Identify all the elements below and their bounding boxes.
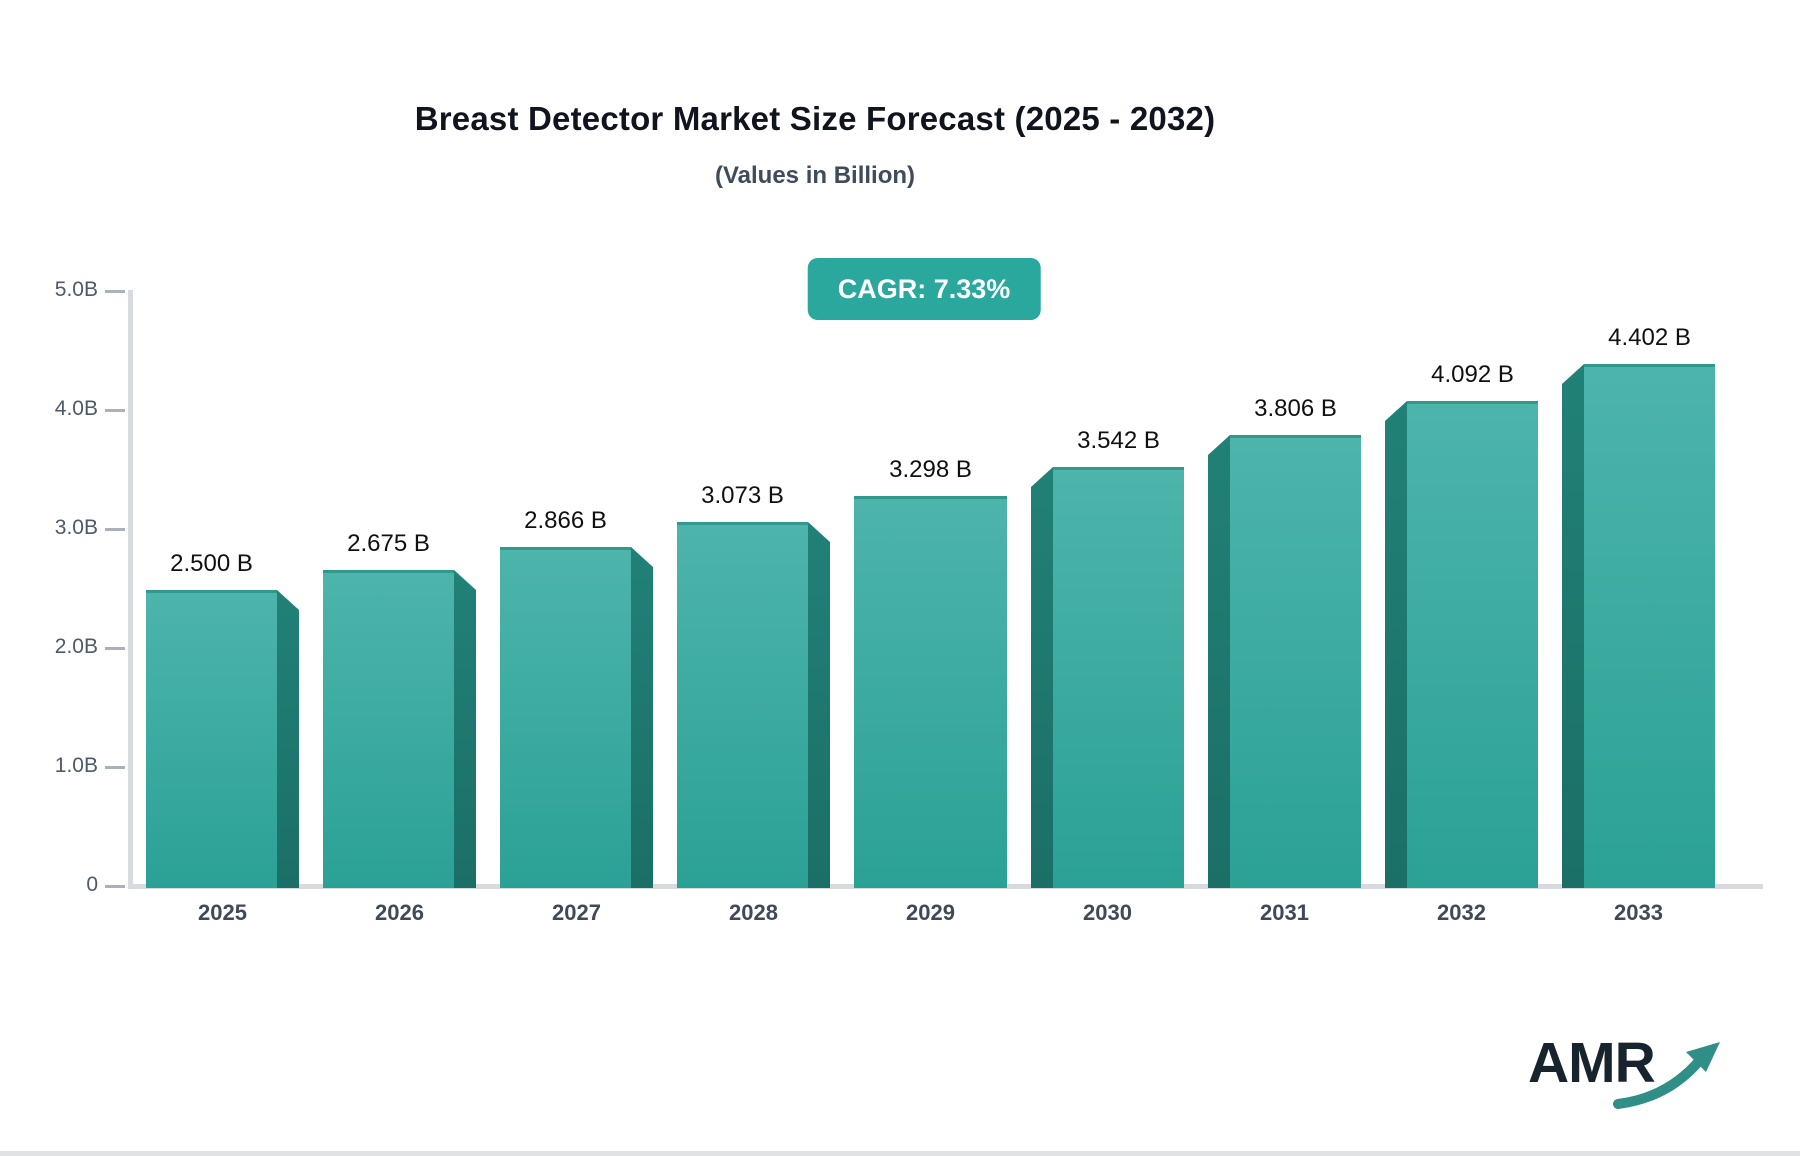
bar-2028 [677, 522, 830, 888]
bar-value-label: 4.402 B [1608, 324, 1691, 351]
bar-side-3d [1562, 364, 1584, 888]
bar-face [1053, 467, 1184, 888]
bar-face [1407, 401, 1538, 888]
x-tick-label: 2030 [1083, 900, 1132, 925]
bar-2029 [854, 496, 1007, 888]
bar-face [677, 522, 808, 888]
y-tick-dash [105, 647, 125, 650]
bar-face [1230, 435, 1361, 888]
bar-face [146, 590, 277, 888]
amr-logo-text: AMR [1528, 1031, 1656, 1095]
bar-2025 [146, 590, 299, 888]
bar-side-3d [1385, 401, 1407, 888]
bar-side-3d [631, 547, 653, 888]
bar-value-label: 3.073 B [701, 482, 784, 509]
x-tick-label: 2028 [729, 900, 778, 925]
page-title: Breast Detector Market Size Forecast (20… [414, 100, 1216, 137]
y-tick-label: 5.0B [54, 278, 98, 301]
y-axis-line [128, 290, 133, 888]
bar-side-3d [277, 590, 299, 888]
bar-side-3d [454, 570, 476, 888]
growth-arrow-icon [1613, 1042, 1720, 1109]
bar-value-label: 3.806 B [1254, 395, 1337, 422]
y-tick-label: 3.0B [54, 516, 98, 539]
page-subtitle: (Values in Billion) [714, 162, 916, 189]
y-tick-label: 1.0B [54, 754, 98, 777]
bar-2032 [1385, 401, 1538, 888]
bar-side-3d [1031, 467, 1053, 888]
y-tick-label: 2.0B [54, 635, 98, 658]
bar-2033 [1562, 364, 1715, 888]
bar-face [1584, 364, 1715, 888]
y-tick-dash [105, 409, 125, 412]
bar-2030 [1031, 467, 1184, 888]
x-tick-label: 2026 [375, 900, 424, 925]
bar-side-3d [1208, 435, 1230, 888]
bar-face [500, 547, 631, 888]
y-tick-dash [105, 290, 125, 293]
bar-face [323, 570, 454, 888]
y-tick-dash [105, 885, 125, 888]
bar-2031 [1208, 435, 1361, 888]
bar-side-3d [808, 522, 830, 888]
x-tick-label: 2033 [1614, 900, 1663, 925]
x-tick-label: 2025 [198, 900, 247, 925]
chart-header: Breast Detector Market Size Forecast (20… [0, 0, 1800, 190]
y-tick-dash [105, 766, 125, 769]
bar-value-label: 2.675 B [347, 530, 430, 557]
bar-value-label: 3.542 B [1077, 427, 1160, 454]
x-tick-label: 2027 [552, 900, 601, 925]
amr-logo: AMR [1528, 1030, 1720, 1110]
bar-2027 [500, 547, 653, 888]
bottom-edge-strip [0, 1151, 1800, 1156]
y-tick-label: 4.0B [54, 397, 98, 420]
bar-value-label: 4.092 B [1431, 361, 1514, 388]
y-tick-label: 0 [86, 873, 98, 896]
bar-2026 [323, 570, 476, 888]
cagr-badge: CAGR: 7.33% [807, 258, 1041, 320]
y-tick-dash [105, 528, 125, 531]
bar-value-label: 2.500 B [170, 550, 253, 577]
bar-face [854, 496, 1007, 888]
bar-value-label: 2.866 B [524, 507, 607, 534]
x-tick-label: 2029 [906, 900, 955, 925]
bar-value-label: 3.298 B [889, 456, 972, 483]
x-tick-label: 2031 [1260, 900, 1309, 925]
x-tick-label: 2032 [1437, 900, 1486, 925]
